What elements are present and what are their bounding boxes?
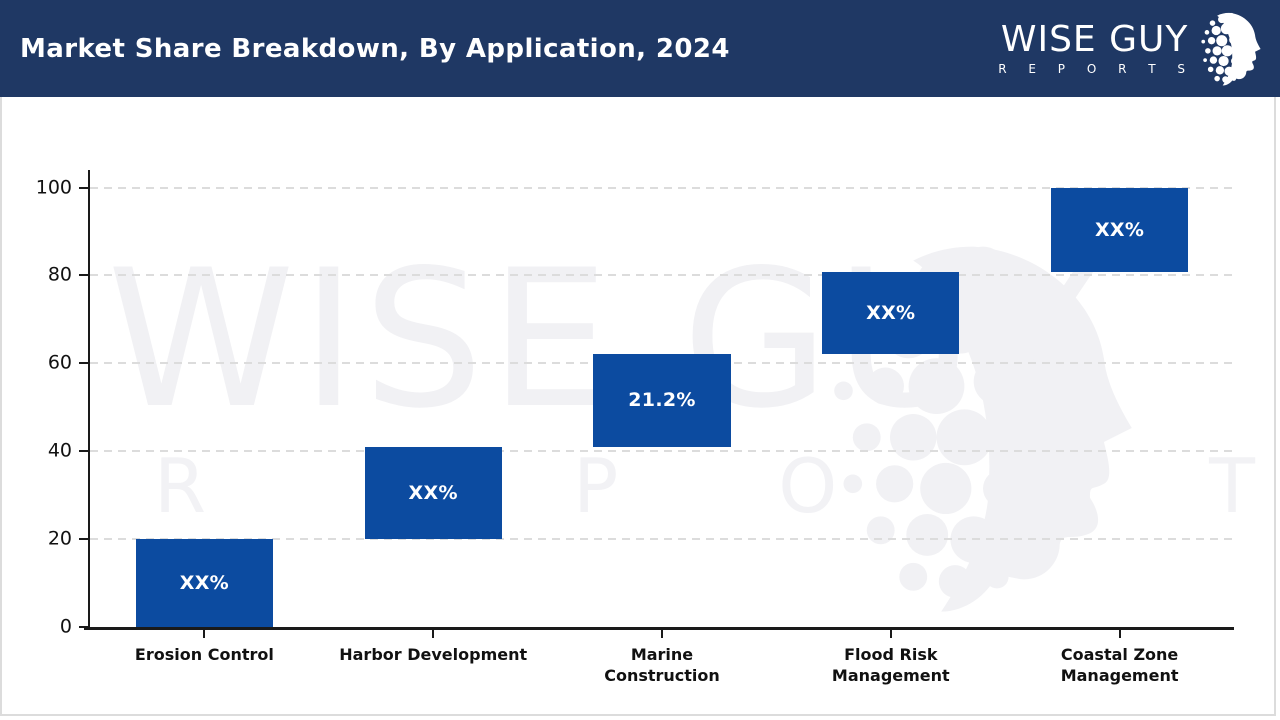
gridline xyxy=(90,186,1234,189)
x-category-label-line: Flood Risk xyxy=(844,645,938,664)
gridline xyxy=(90,538,1234,541)
x-category-label: Coastal Zone Management xyxy=(1061,644,1179,686)
bar-segment: XX% xyxy=(1050,187,1189,272)
gridline xyxy=(90,274,1234,277)
bar-segment: XX% xyxy=(822,271,960,354)
x-category-label-line: Construction xyxy=(604,666,720,685)
x-category-label-line: Management xyxy=(831,666,950,685)
bar-value-label: XX% xyxy=(179,572,229,595)
y-tick-label: 80 xyxy=(47,263,72,286)
brand-subtitle: R E P O R T S xyxy=(998,61,1194,76)
bar-segment: XX% xyxy=(135,539,274,627)
x-category-label: Marine Construction xyxy=(604,644,720,686)
gridline xyxy=(90,450,1234,453)
x-category-label-line: Marine xyxy=(630,645,694,664)
brand-logo: WISE GUY R E P O R T S xyxy=(995,0,1268,97)
header-bar: Market Share Breakdown, By Application, … xyxy=(0,0,1280,97)
x-tick xyxy=(889,630,892,638)
bar-value-label: 21.2% xyxy=(628,389,696,412)
x-category-label-line: Management xyxy=(1060,666,1179,685)
y-tick-label: 40 xyxy=(47,439,72,462)
y-tick xyxy=(79,362,88,365)
plot-area: 0 20 40 60 80 100 XX% Erosion Control XX% Harbor … xyxy=(36,170,1234,685)
x-tick xyxy=(432,630,435,638)
y-axis-line xyxy=(88,170,90,627)
bar-value-label: XX% xyxy=(1094,218,1145,241)
y-tick-label: 100 xyxy=(35,176,72,199)
bar-value-label: XX% xyxy=(408,481,458,504)
x-axis-line xyxy=(84,627,1234,630)
x-category-label-line: Harbor Development xyxy=(339,645,528,664)
brand-face-icon xyxy=(1194,7,1268,91)
y-tick xyxy=(79,186,88,189)
y-tick xyxy=(79,450,88,453)
bar-value-label: XX% xyxy=(866,301,916,324)
x-category-label-line: Erosion Control xyxy=(134,645,274,664)
x-category-label: Harbor Development xyxy=(339,644,527,665)
x-tick xyxy=(661,630,663,638)
bar-segment: XX% xyxy=(364,446,502,540)
brand-name: WISE GUY xyxy=(1000,18,1189,60)
y-tick xyxy=(79,626,88,628)
y-tick-label: 20 xyxy=(47,527,72,550)
bar-segment: 21.2% xyxy=(593,353,731,447)
y-tick xyxy=(79,538,88,541)
brand-wordmark: WISE GUY R E P O R T S xyxy=(995,18,1194,76)
x-category-label-line: Coastal Zone xyxy=(1060,645,1179,664)
page-title: Market Share Breakdown, By Application, … xyxy=(20,33,730,64)
x-tick xyxy=(1118,630,1121,638)
x-category-label: Flood Risk Management xyxy=(832,644,950,686)
y-tick-label: 0 xyxy=(59,615,72,638)
y-tick xyxy=(79,274,88,277)
x-category-label: Erosion Control xyxy=(135,644,274,665)
chart-canvas: WISE GUY R E P O R T S 020406080100XX%Er… xyxy=(0,97,1280,716)
x-tick xyxy=(203,630,206,638)
y-tick-label: 60 xyxy=(47,351,72,374)
